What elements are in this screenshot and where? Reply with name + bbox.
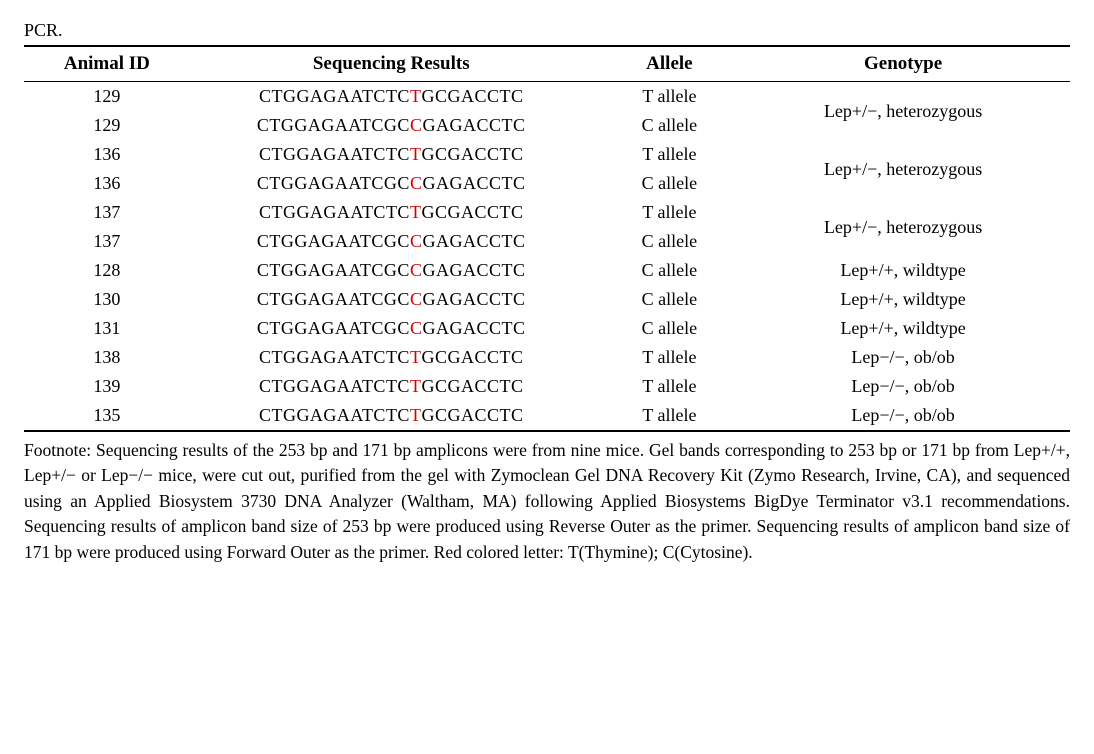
cell-genotype: Lep−/−, ob/ob xyxy=(736,343,1070,372)
cell-animal-id: 128 xyxy=(24,256,180,285)
cell-sequence: CTGGAGAATCTCTGCGACCTC xyxy=(180,343,603,372)
cell-sequence: CTGGAGAATCGCCGAGACCTC xyxy=(180,227,603,256)
cell-animal-id: 136 xyxy=(24,140,180,169)
header-id: Animal ID xyxy=(24,46,180,82)
cell-animal-id: 136 xyxy=(24,169,180,198)
cell-allele: C allele xyxy=(603,169,737,198)
table-body: 129CTGGAGAATCTCTGCGACCTCT alleleLep+/−, … xyxy=(24,82,1070,432)
cell-animal-id: 138 xyxy=(24,343,180,372)
header-seq: Sequencing Results xyxy=(180,46,603,82)
cell-sequence: CTGGAGAATCTCTGCGACCTC xyxy=(180,372,603,401)
cell-genotype: Lep−/−, ob/ob xyxy=(736,372,1070,401)
table-row: 131CTGGAGAATCGCCGAGACCTCC alleleLep+/+, … xyxy=(24,314,1070,343)
cell-allele: C allele xyxy=(603,256,737,285)
cell-genotype: Lep+/+, wildtype xyxy=(736,285,1070,314)
cell-animal-id: 137 xyxy=(24,227,180,256)
table-row: 138CTGGAGAATCTCTGCGACCTCT alleleLep−/−, … xyxy=(24,343,1070,372)
pre-text: PCR. xyxy=(24,20,1070,41)
cell-allele: T allele xyxy=(603,82,737,112)
cell-genotype: Lep+/−, heterozygous xyxy=(736,82,1070,141)
cell-sequence: CTGGAGAATCTCTGCGACCTC xyxy=(180,401,603,431)
table-row: 129CTGGAGAATCTCTGCGACCTCT alleleLep+/−, … xyxy=(24,82,1070,112)
cell-genotype: Lep+/+, wildtype xyxy=(736,314,1070,343)
cell-allele: C allele xyxy=(603,227,737,256)
cell-sequence: CTGGAGAATCGCCGAGACCTC xyxy=(180,256,603,285)
cell-animal-id: 129 xyxy=(24,82,180,112)
mutation-letter: T xyxy=(410,347,422,367)
cell-genotype: Lep+/−, heterozygous xyxy=(736,198,1070,256)
cell-genotype: Lep+/−, heterozygous xyxy=(736,140,1070,198)
cell-sequence: CTGGAGAATCTCTGCGACCTC xyxy=(180,198,603,227)
header-genotype: Genotype xyxy=(736,46,1070,82)
mutation-letter: T xyxy=(410,144,422,164)
cell-animal-id: 135 xyxy=(24,401,180,431)
cell-sequence: CTGGAGAATCTCTGCGACCTC xyxy=(180,140,603,169)
header-allele: Allele xyxy=(603,46,737,82)
mutation-letter: C xyxy=(410,260,423,280)
table-row: 128CTGGAGAATCGCCGAGACCTCC alleleLep+/+, … xyxy=(24,256,1070,285)
cell-allele: T allele xyxy=(603,198,737,227)
mutation-letter: C xyxy=(410,318,423,338)
cell-animal-id: 131 xyxy=(24,314,180,343)
cell-allele: C allele xyxy=(603,111,737,140)
table-row: 130CTGGAGAATCGCCGAGACCTCC alleleLep+/+, … xyxy=(24,285,1070,314)
cell-allele: T allele xyxy=(603,343,737,372)
mutation-letter: C xyxy=(410,231,423,251)
cell-animal-id: 139 xyxy=(24,372,180,401)
cell-allele: T allele xyxy=(603,140,737,169)
cell-allele: C allele xyxy=(603,314,737,343)
cell-sequence: CTGGAGAATCTCTGCGACCTC xyxy=(180,82,603,112)
cell-allele: C allele xyxy=(603,285,737,314)
mutation-letter: C xyxy=(410,173,423,193)
footnote-text: Footnote: Sequencing results of the 253 … xyxy=(24,438,1070,565)
mutation-letter: T xyxy=(410,376,422,396)
cell-sequence: CTGGAGAATCGCCGAGACCTC xyxy=(180,285,603,314)
cell-allele: T allele xyxy=(603,401,737,431)
cell-animal-id: 137 xyxy=(24,198,180,227)
cell-sequence: CTGGAGAATCGCCGAGACCTC xyxy=(180,169,603,198)
cell-genotype: Lep+/+, wildtype xyxy=(736,256,1070,285)
cell-animal-id: 130 xyxy=(24,285,180,314)
genotype-table: Animal ID Sequencing Results Allele Geno… xyxy=(24,45,1070,432)
table-row: 136CTGGAGAATCTCTGCGACCTCT alleleLep+/−, … xyxy=(24,140,1070,169)
mutation-letter: C xyxy=(410,115,423,135)
cell-allele: T allele xyxy=(603,372,737,401)
cell-animal-id: 129 xyxy=(24,111,180,140)
table-row: 139CTGGAGAATCTCTGCGACCTCT alleleLep−/−, … xyxy=(24,372,1070,401)
table-row: 135CTGGAGAATCTCTGCGACCTCT alleleLep−/−, … xyxy=(24,401,1070,431)
cell-sequence: CTGGAGAATCGCCGAGACCTC xyxy=(180,111,603,140)
mutation-letter: C xyxy=(410,289,423,309)
mutation-letter: T xyxy=(410,86,422,106)
table-row: 137CTGGAGAATCTCTGCGACCTCT alleleLep+/−, … xyxy=(24,198,1070,227)
cell-genotype: Lep−/−, ob/ob xyxy=(736,401,1070,431)
cell-sequence: CTGGAGAATCGCCGAGACCTC xyxy=(180,314,603,343)
mutation-letter: T xyxy=(410,405,422,425)
mutation-letter: T xyxy=(410,202,422,222)
